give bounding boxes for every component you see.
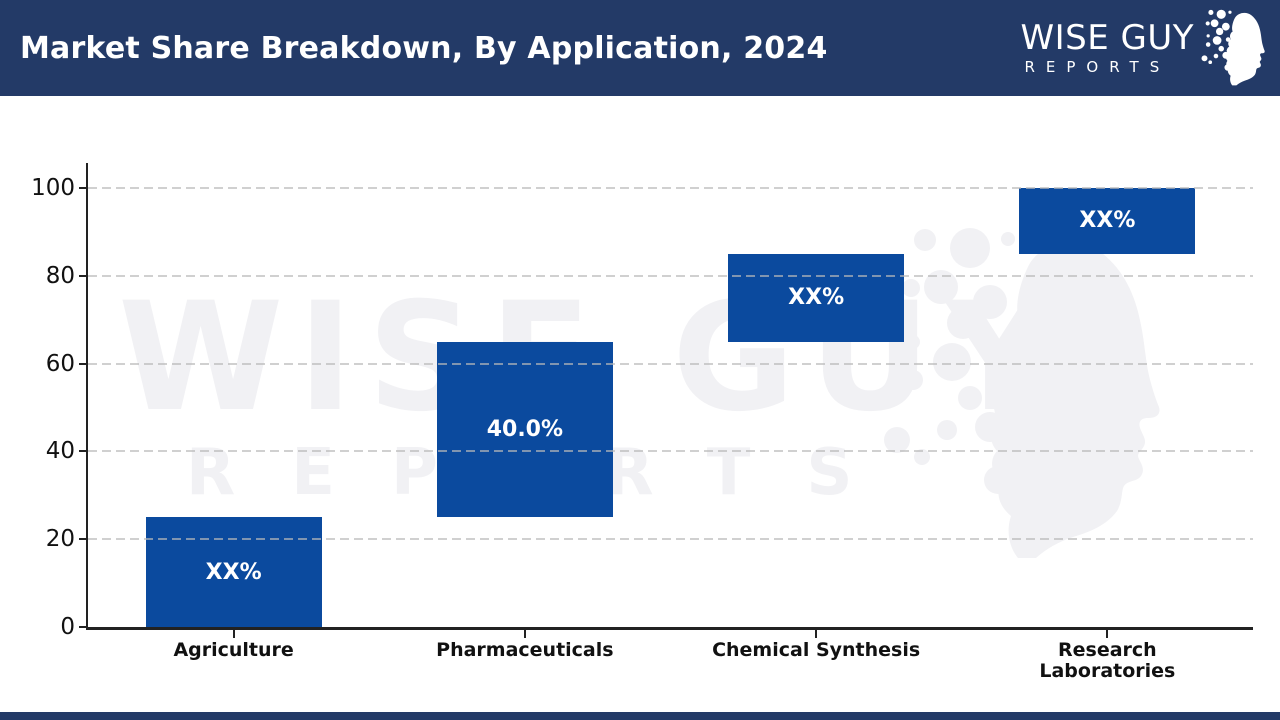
logo-wise-guy-label: WISE GUY <box>1020 18 1194 58</box>
x-tick-research-laboratories <box>1106 630 1109 638</box>
y-tick-20 <box>79 538 86 541</box>
bar-chemical-synthesis <box>728 253 905 342</box>
y-tick-label-60: 60 <box>45 350 75 377</box>
bar-label-agriculture: XX% <box>205 559 262 585</box>
y-tick-label-20: 20 <box>45 526 75 553</box>
x-axis-spine <box>86 627 1253 630</box>
logo-head-icon <box>1201 9 1265 86</box>
gridline-60 <box>88 362 1253 365</box>
logo-reports-label: REPORTS <box>1024 58 1171 76</box>
y-tick-label-0: 0 <box>60 614 75 640</box>
bar-research-laboratories <box>1019 188 1196 254</box>
footer-bar <box>0 712 1280 720</box>
x-category-label-pharmaceuticals: Pharmaceuticals <box>436 639 614 661</box>
gridline-20 <box>88 538 1253 541</box>
x-tick-agriculture <box>232 630 235 638</box>
y-tick-label-40: 40 <box>45 438 75 465</box>
x-tick-chemical-synthesis <box>815 630 818 638</box>
x-category-label-chemical-synthesis: Chemical Synthesis <box>712 639 921 661</box>
y-tick-60 <box>79 362 86 365</box>
y-tick-100 <box>79 187 86 189</box>
gridline-40 <box>88 450 1253 453</box>
y-tick-0 <box>79 626 86 628</box>
bar-label-pharmaceuticals: 40.0% <box>486 416 564 442</box>
gridline-100 <box>88 187 1253 189</box>
plot-area: 0 20 40 60 80 100 XX% Agriculture 40.0% Pharmaceu… <box>31 163 1253 682</box>
x-category-label-agriculture: Agriculture <box>173 639 294 661</box>
y-tick-40 <box>79 450 86 453</box>
bar-pharmaceuticals <box>436 341 613 518</box>
header-bar: Market Share Breakdown, By Application, … <box>0 0 1280 96</box>
y-tick-80 <box>79 274 86 277</box>
y-tick-label-100: 100 <box>31 175 75 201</box>
page-title: Market Share Breakdown, By Application, … <box>20 30 828 66</box>
x-tick-pharmaceuticals <box>523 630 526 638</box>
logo-text: WISE GUY REPORTS <box>1020 20 1194 76</box>
wise-guy-reports-logo: WISE GUY REPORTS <box>1020 0 1274 96</box>
bar-label-chemical-synthesis: XX% <box>788 285 845 311</box>
gridline-80 <box>88 274 1253 277</box>
x-category-label-research-laboratories: Research Laboratories <box>1039 639 1176 682</box>
bar-label-research-laboratories: XX% <box>1079 208 1136 234</box>
bar-agriculture <box>145 517 322 627</box>
y-tick-label-80: 80 <box>45 262 75 289</box>
y-axis-spine <box>86 163 88 629</box>
